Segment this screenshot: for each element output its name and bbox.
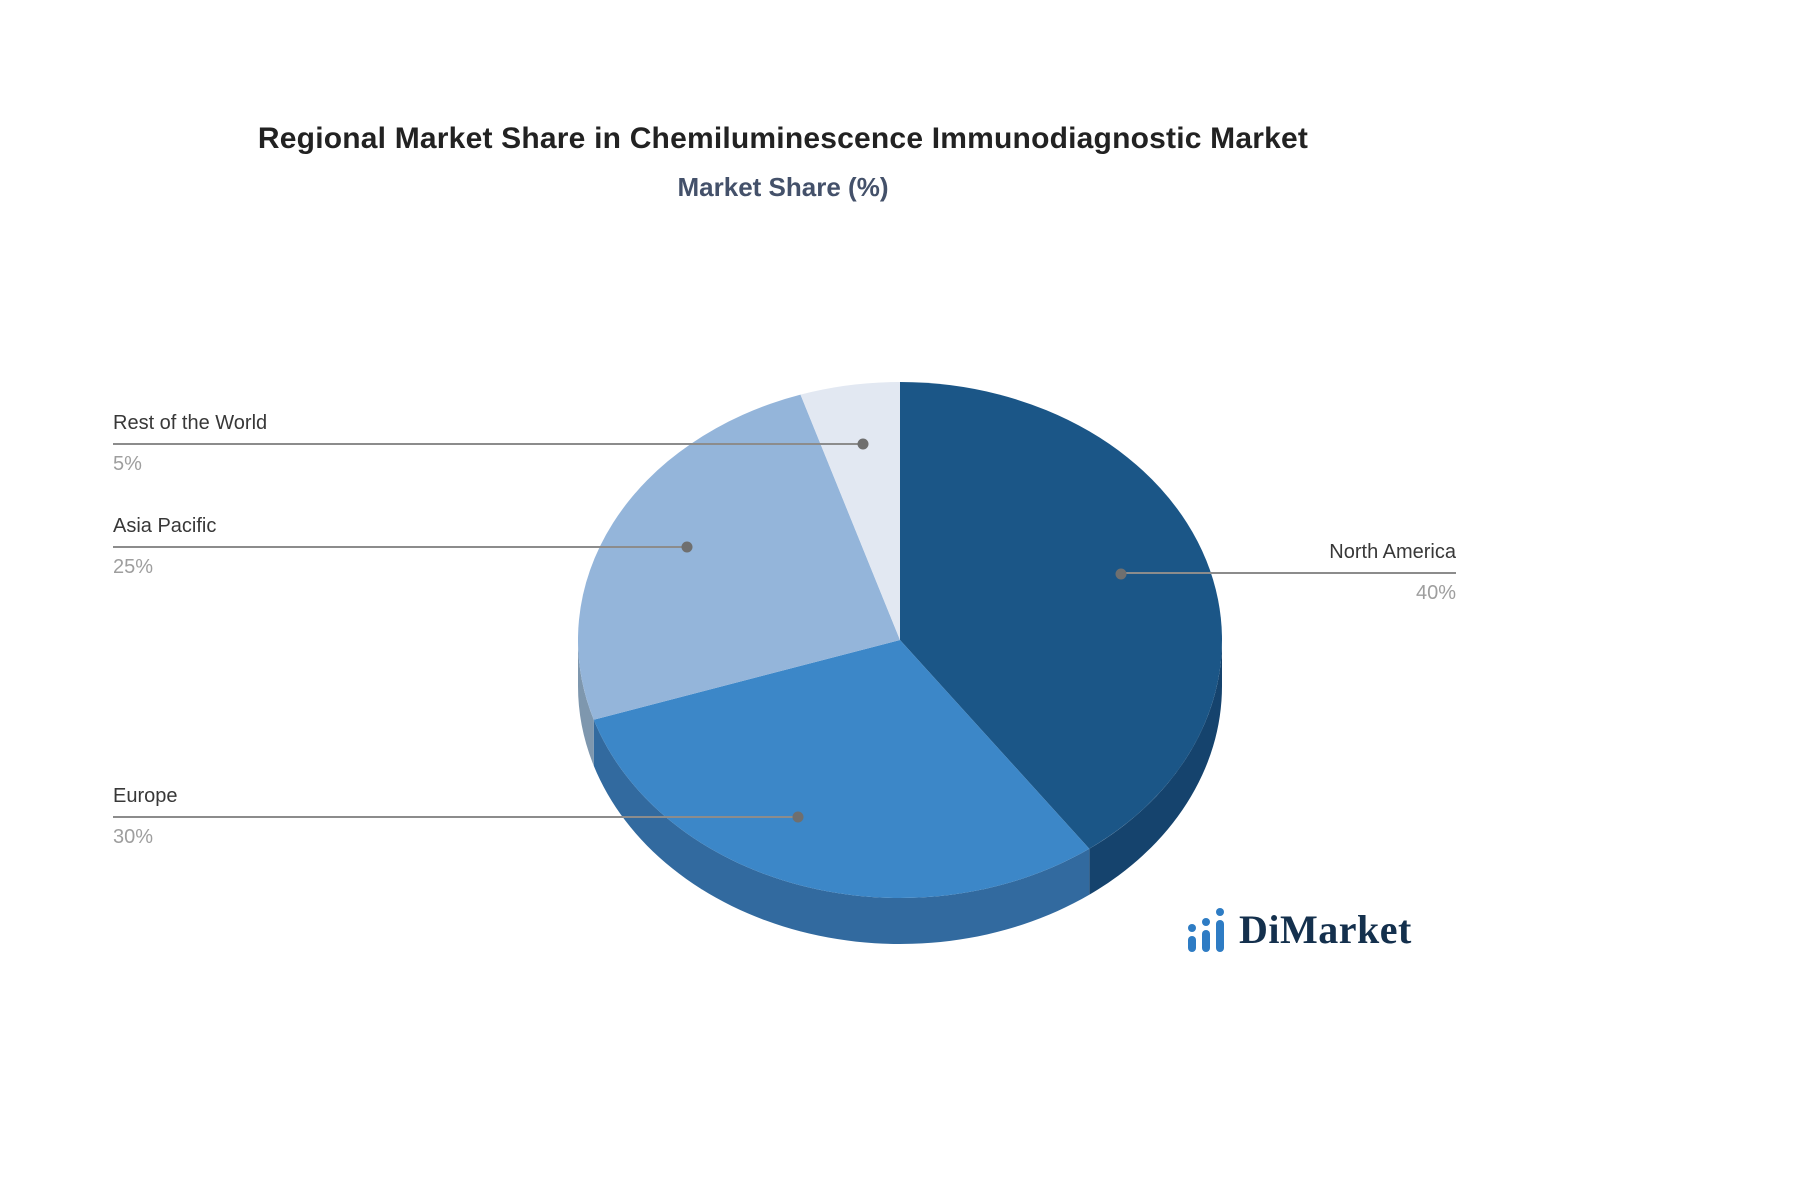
- slice-label-rest-of-the-world: Rest of the World 5%: [113, 410, 267, 478]
- leader-dot-rest-of-the-world: [857, 438, 869, 450]
- pie-slice-north-america: [900, 382, 1222, 849]
- slice-percentage: 25%: [113, 556, 154, 578]
- pie-slice-europe: [593, 640, 1090, 898]
- slice-name: Asia Pacific: [113, 515, 217, 537]
- slice-name: Europe: [113, 785, 178, 807]
- slice-label-europe: Europe 30%: [113, 783, 178, 851]
- pie-slice-side-europe: [593, 719, 1090, 944]
- leader-dot-europe: [792, 811, 804, 823]
- chart-title: Regional Market Share in Chemiluminescen…: [257, 122, 1309, 155]
- slice-name: Rest of the World: [113, 412, 268, 434]
- slice-label-asia-pacific: Asia Pacific 25%: [113, 513, 216, 581]
- pie-slice-side-north-america: [1089, 640, 1222, 895]
- slice-name: North America: [1329, 541, 1456, 563]
- leader-dot-asia-pacific: [681, 541, 693, 553]
- slice-percentage: 40%: [1415, 582, 1456, 604]
- pie-slice-side-asia-pacific: [578, 640, 594, 766]
- bar-chart-logo-icon: [1188, 907, 1224, 952]
- pie-slice-rest-of-the-world: [800, 382, 900, 640]
- leader-dot-north-america: [1115, 568, 1127, 580]
- pie-slice-asia-pacific: [578, 394, 900, 720]
- brand-name: DiMarket: [1239, 907, 1412, 952]
- slice-label-north-america: North America 40%: [1329, 539, 1456, 607]
- dimarket-logo: DiMarket: [1185, 906, 1412, 953]
- chart-subtitle: Market Share (%): [677, 172, 889, 202]
- slice-percentage: 30%: [113, 826, 154, 848]
- slice-percentage: 5%: [113, 453, 142, 475]
